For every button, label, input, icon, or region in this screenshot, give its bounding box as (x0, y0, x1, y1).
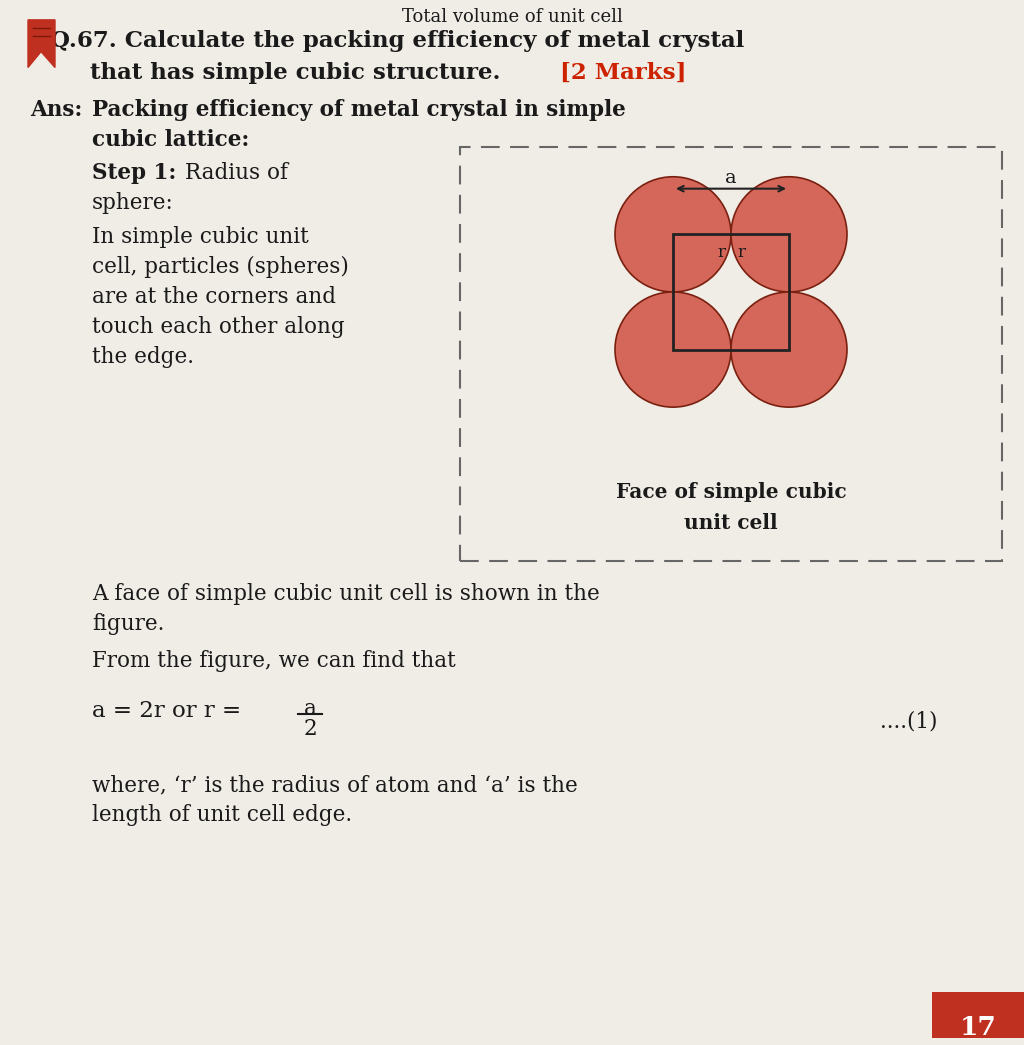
Bar (932, 992, 1024, 1038)
Text: length of unit cell edge.: length of unit cell edge. (92, 805, 352, 827)
Text: where, ‘r’ is the radius of atom and ‘a’ is the: where, ‘r’ is the radius of atom and ‘a’… (92, 774, 578, 796)
Text: that has simple cubic structure.: that has simple cubic structure. (90, 62, 501, 84)
Circle shape (731, 177, 847, 292)
Text: sphere:: sphere: (92, 191, 174, 213)
Text: ....(1): ....(1) (880, 710, 938, 732)
Circle shape (615, 177, 731, 292)
Text: a: a (725, 169, 737, 187)
Text: are at the corners and: are at the corners and (92, 286, 336, 308)
Text: a: a (303, 698, 316, 720)
Text: In simple cubic unit: In simple cubic unit (92, 227, 309, 249)
Text: r: r (717, 245, 725, 261)
Text: Ans:: Ans: (30, 99, 82, 121)
Text: Q.67. Calculate the packing efficiency of metal crystal: Q.67. Calculate the packing efficiency o… (50, 30, 744, 52)
Text: From the figure, we can find that: From the figure, we can find that (92, 650, 456, 672)
Circle shape (731, 292, 847, 408)
Text: Step 1:: Step 1: (92, 162, 176, 184)
Text: figure.: figure. (92, 612, 165, 634)
Text: cubic lattice:: cubic lattice: (92, 130, 250, 152)
Text: A face of simple cubic unit cell is shown in the: A face of simple cubic unit cell is show… (92, 583, 600, 605)
Polygon shape (28, 20, 55, 68)
Text: unit cell: unit cell (684, 513, 778, 533)
Text: Radius of: Radius of (185, 162, 288, 184)
Text: 2: 2 (303, 718, 316, 740)
Bar (673, 234, 790, 349)
Text: Total volume of unit cell: Total volume of unit cell (401, 8, 623, 26)
Text: Packing efficiency of metal crystal in simple: Packing efficiency of metal crystal in s… (92, 99, 626, 121)
Text: cell, particles (spheres): cell, particles (spheres) (92, 256, 349, 278)
Text: 17: 17 (959, 1015, 996, 1040)
Text: the edge.: the edge. (92, 346, 194, 368)
Text: Face of simple cubic: Face of simple cubic (615, 482, 846, 502)
Text: [2 Marks]: [2 Marks] (560, 62, 686, 84)
Text: r: r (737, 245, 745, 261)
Circle shape (615, 292, 731, 408)
Text: a = 2r or r =: a = 2r or r = (92, 700, 249, 722)
Text: touch each other along: touch each other along (92, 316, 345, 338)
Bar (460, 147, 1002, 561)
